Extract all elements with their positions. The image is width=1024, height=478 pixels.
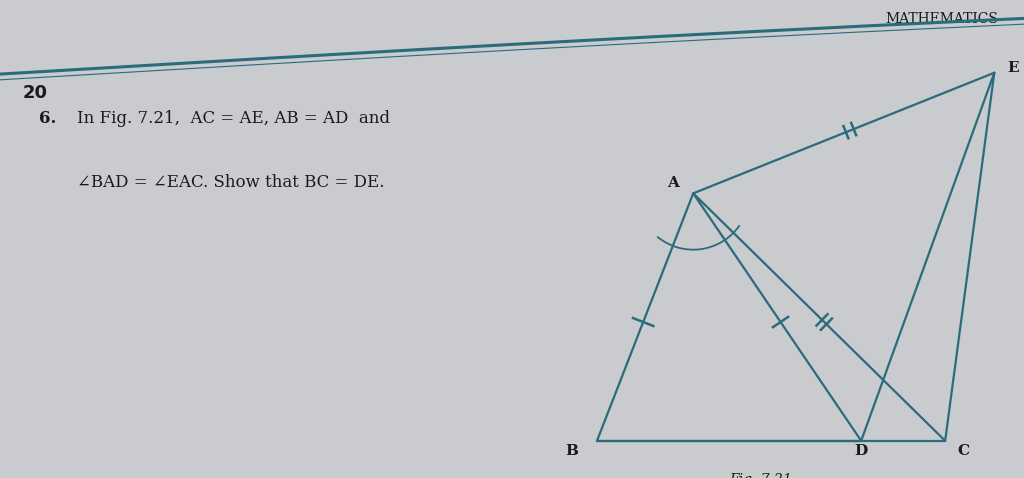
Text: ∠BAD = ∠EAC. Show that BC = DE.: ∠BAD = ∠EAC. Show that BC = DE. (77, 174, 384, 192)
Text: MATHEMATICS: MATHEMATICS (886, 12, 998, 26)
Text: C: C (957, 445, 970, 458)
Text: 20: 20 (23, 84, 47, 102)
Text: E: E (1007, 61, 1019, 75)
Text: B: B (565, 445, 578, 458)
Text: Fig. 7.21: Fig. 7.21 (729, 473, 793, 478)
Text: D: D (855, 445, 867, 458)
Text: 6.: 6. (39, 110, 56, 127)
Text: A: A (667, 176, 679, 190)
Text: In Fig. 7.21,  AC = AE, AB = AD  and: In Fig. 7.21, AC = AE, AB = AD and (77, 110, 390, 127)
